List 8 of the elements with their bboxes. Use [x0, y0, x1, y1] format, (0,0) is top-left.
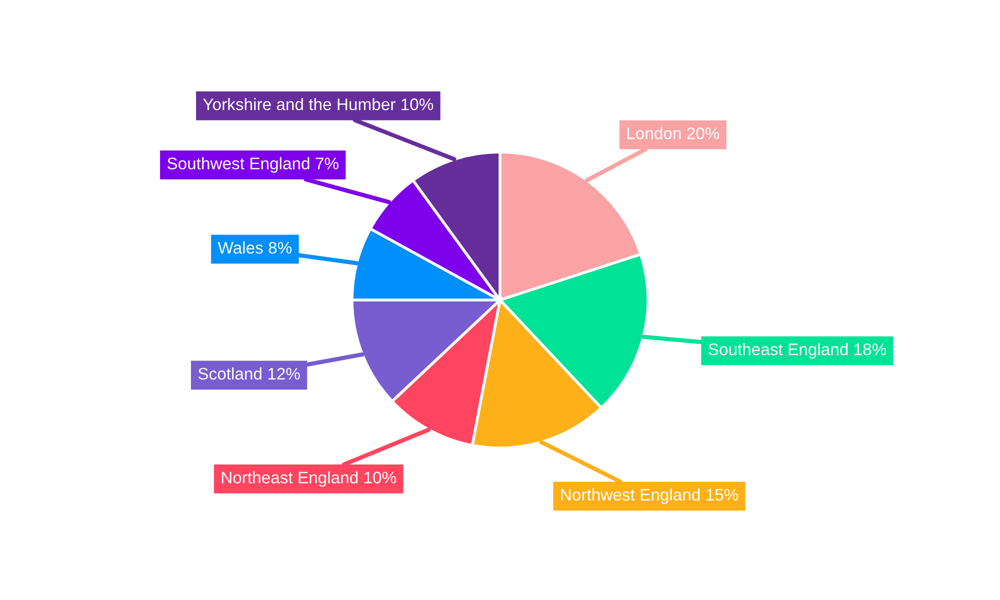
slice-label: Yorkshire and the Humber 10% [203, 98, 434, 110]
slice-label: Scotland 12% [198, 367, 300, 380]
slice-label: London 20% [628, 127, 720, 140]
slice-label: Northwest England 15% [561, 488, 738, 504]
slice-label: Wales 8% [218, 241, 292, 254]
slice-label: Southeast England 18% [708, 343, 886, 359]
slice-label: Southwest England 7% [167, 157, 338, 173]
slice-label: Northeast England 10% [222, 471, 396, 487]
